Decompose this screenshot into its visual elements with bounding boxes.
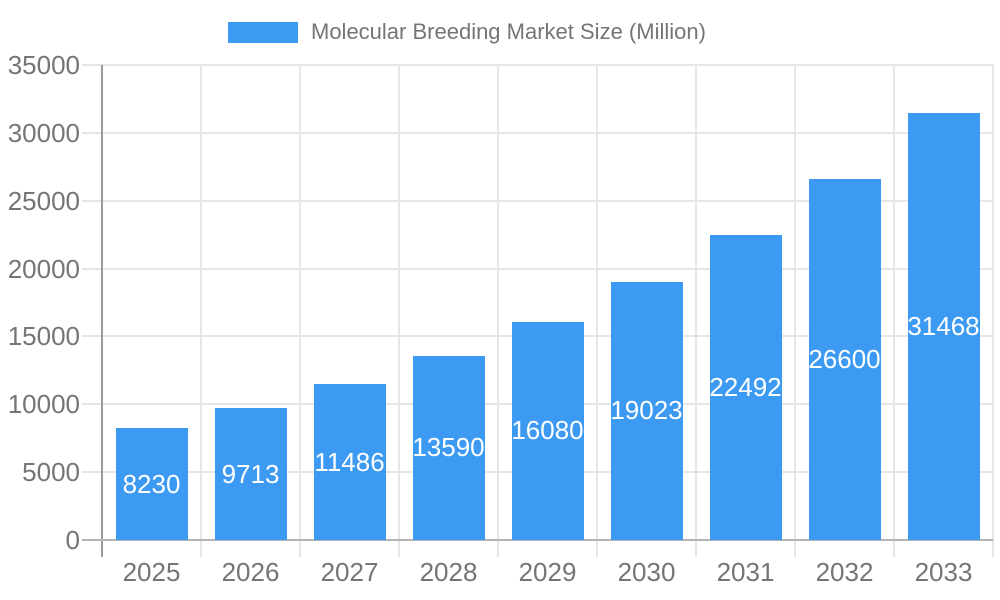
bar-2027[interactable]: 11486 [313, 384, 386, 540]
bar-2031[interactable]: 22492 [709, 234, 782, 540]
bar-2028[interactable]: 13590 [412, 355, 485, 540]
bar-value-label: 8230 [122, 468, 181, 499]
bar-value-label: 26600 [808, 344, 881, 374]
y-tick-label: 25000 [7, 185, 80, 216]
bar-value-label: 31468 [907, 310, 980, 341]
y-tick-label: 15000 [7, 321, 80, 352]
vertical-gridline [794, 65, 796, 557]
bar-2030[interactable]: 19023 [610, 281, 683, 540]
y-tick-label: 30000 [7, 117, 80, 148]
legend-label: Molecular Breeding Market Size (Million) [311, 19, 706, 44]
bar-2033[interactable]: 31468 [907, 112, 980, 540]
y-tick-label: 10000 [7, 389, 80, 420]
horizontal-gridline [82, 131, 993, 134]
x-tick-label: 2033 [914, 557, 973, 587]
vertical-gridline [992, 65, 994, 557]
bar-value-label: 22492 [709, 371, 782, 402]
x-tick-label: 2032 [815, 557, 874, 587]
horizontal-gridline [82, 64, 993, 66]
horizontal-gridline [82, 199, 993, 202]
plot-area: 8230 9713 11486 13590 16080 19023 22492 26600 31… [82, 64, 994, 557]
bar-2025[interactable]: 8230 [115, 428, 188, 540]
x-tick-label: 2030 [617, 557, 676, 587]
bar-value-label: 9713 [221, 458, 280, 489]
y-tick-label: 0 [65, 525, 80, 555]
x-tick-label: 2025 [122, 557, 181, 587]
x-tick-label: 2026 [221, 557, 280, 587]
x-tick-label: 2031 [716, 557, 775, 587]
vertical-gridline [596, 65, 598, 557]
bar-2032[interactable]: 26600 [808, 179, 881, 540]
x-tick-label: 2029 [518, 557, 577, 587]
legend-swatch-icon [228, 21, 298, 43]
bar-value-label: 13590 [412, 432, 485, 463]
vertical-gridline [398, 65, 400, 557]
y-tick-label: 5000 [22, 457, 80, 488]
bar-value-label: 19023 [610, 395, 683, 426]
bar-value-label: 16080 [511, 415, 584, 446]
x-axis-line [82, 539, 993, 541]
bar-2029[interactable]: 16080 [511, 321, 584, 540]
y-axis-line [101, 65, 103, 557]
horizontal-gridline [82, 267, 993, 270]
vertical-gridline [299, 65, 301, 557]
legend-item[interactable]: Molecular Breeding Market Size (Million) [228, 19, 706, 44]
bar-value-label: 11486 [314, 446, 385, 477]
vertical-gridline [497, 65, 499, 557]
vertical-gridline [695, 65, 697, 557]
vertical-gridline [893, 65, 895, 557]
vertical-gridline [200, 65, 202, 557]
y-tick-label: 35000 [7, 50, 80, 80]
bar-2026[interactable]: 9713 [214, 408, 287, 540]
x-tick-label: 2028 [419, 557, 478, 587]
x-tick-label: 2027 [320, 557, 379, 587]
y-tick-label: 20000 [7, 253, 80, 284]
